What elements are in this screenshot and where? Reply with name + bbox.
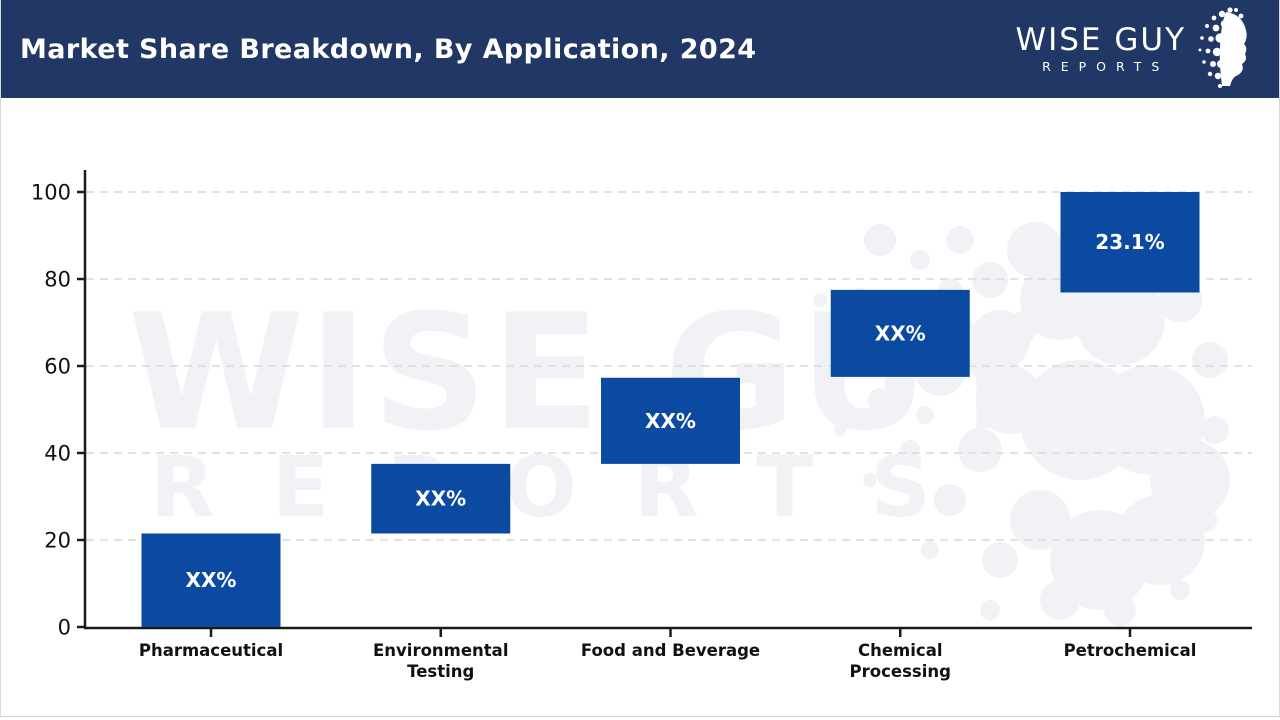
bar-environmental-testing bbox=[371, 463, 511, 534]
watermark-head-dot bbox=[910, 250, 930, 270]
category-label: Pharmaceutical bbox=[139, 641, 283, 660]
bar-chemical-processing bbox=[830, 289, 970, 377]
y-tick-label: 0 bbox=[58, 616, 71, 640]
bar-value-label: XX% bbox=[645, 409, 696, 433]
watermark-head-dot bbox=[1170, 580, 1190, 600]
watermark-head-dot bbox=[982, 542, 1018, 578]
watermark-head-dot bbox=[1075, 275, 1165, 365]
y-tick-label: 20 bbox=[44, 529, 71, 553]
bar-value-label: XX% bbox=[415, 487, 466, 511]
category-label: Food and Beverage bbox=[581, 641, 760, 660]
watermark-head-dot bbox=[864, 224, 896, 256]
category-label: Chemical bbox=[858, 641, 942, 660]
category-label: Petrochemical bbox=[1064, 641, 1197, 660]
bar-petrochemical bbox=[1060, 192, 1200, 293]
watermark-head-dot bbox=[970, 310, 1030, 370]
category-label: Processing bbox=[850, 662, 951, 681]
brand-subname: REPORTS bbox=[1042, 58, 1170, 74]
watermark-head-dot bbox=[1104, 594, 1136, 626]
y-tick-label: 60 bbox=[44, 355, 71, 379]
bar-value-label: XX% bbox=[875, 321, 926, 345]
watermark-head-dot bbox=[834, 424, 846, 436]
header-band: Market Share Breakdown, By Application, … bbox=[0, 0, 1280, 98]
watermark-head-dot bbox=[1010, 490, 1070, 550]
y-tick-label: 40 bbox=[44, 442, 71, 466]
watermark-head-dot bbox=[1040, 580, 1080, 620]
watermark-head-dot bbox=[946, 226, 974, 254]
chart-title: Market Share Breakdown, By Application, … bbox=[20, 33, 757, 65]
watermark-head-dot bbox=[916, 406, 934, 424]
watermark-head-dot bbox=[1193, 508, 1217, 532]
brand-logo-text: WISE GUY REPORTS bbox=[1015, 21, 1186, 74]
watermark-head-dot bbox=[900, 440, 920, 460]
y-tick-label: 80 bbox=[44, 268, 71, 292]
watermark-head-dot bbox=[1201, 416, 1229, 444]
brand-logo: WISE GUY REPORTS bbox=[1015, 6, 1280, 92]
bar-pharmaceutical bbox=[141, 533, 281, 627]
watermark-head-dot bbox=[868, 388, 892, 412]
watermark-head-dot bbox=[1192, 342, 1228, 378]
watermark-head-dot bbox=[1050, 510, 1150, 610]
watermark-head-dot bbox=[958, 428, 1002, 472]
watermark-head-dot bbox=[921, 541, 939, 559]
category-label: Environmental bbox=[373, 641, 508, 660]
watermark-text-line2: R E P O R T S bbox=[150, 438, 945, 536]
watermark-head-dot bbox=[972, 262, 1008, 298]
bar-food-and-beverage bbox=[601, 377, 740, 464]
category-label: Testing bbox=[407, 662, 474, 681]
watermark-head-dot bbox=[980, 600, 1000, 620]
watermark-head-dot bbox=[934, 484, 966, 516]
y-tick-label: 100 bbox=[31, 181, 71, 205]
brand-head-icon bbox=[1198, 7, 1247, 88]
brand-name: WISE GUY bbox=[1015, 21, 1186, 58]
bar-value-label: XX% bbox=[186, 568, 237, 592]
watermark-head-dot bbox=[863, 473, 877, 487]
watermark-head-dot bbox=[813, 293, 827, 307]
bar-value-label: 23.1% bbox=[1095, 230, 1164, 254]
